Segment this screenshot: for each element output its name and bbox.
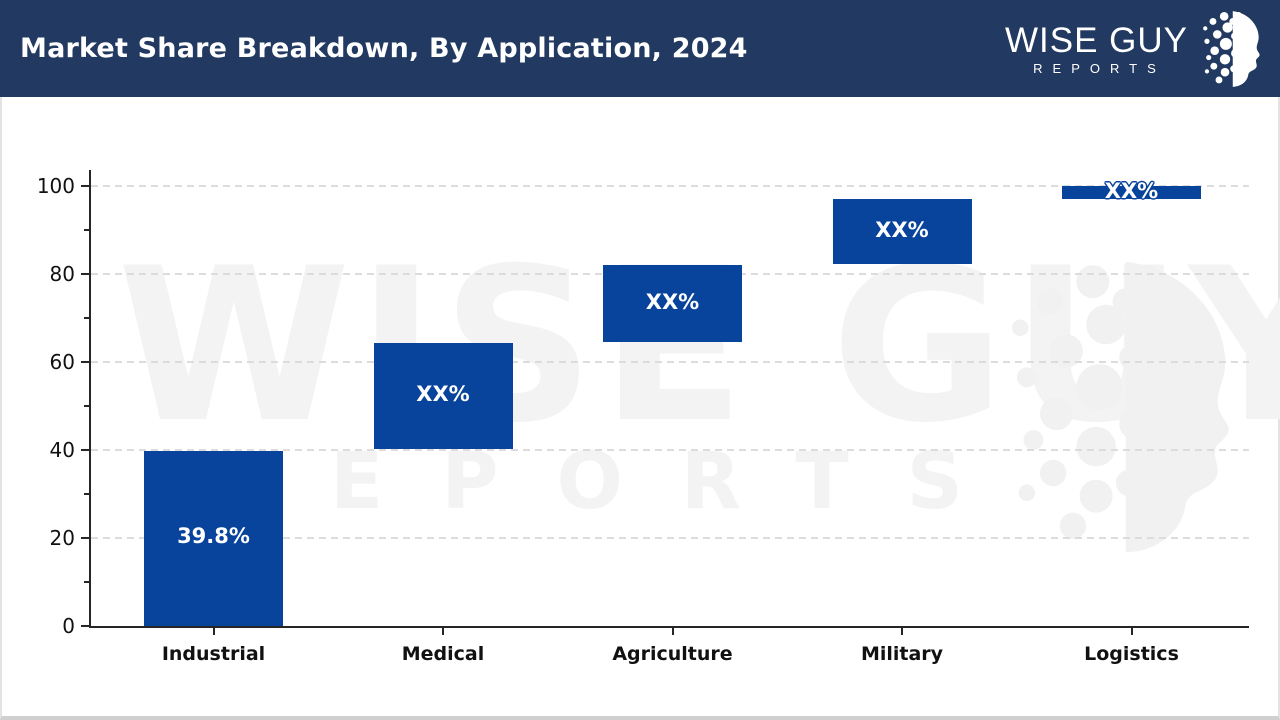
y-axis-minor-tick — [84, 493, 89, 495]
gridline — [91, 449, 1249, 451]
brand-name: WISE GUY — [1004, 20, 1188, 60]
bar-value-label: XX% — [875, 217, 929, 242]
gridline — [91, 185, 1249, 187]
bar-value-label: 39.8% — [177, 524, 250, 549]
y-axis-tick-label: 40 — [49, 438, 75, 462]
y-axis-minor-tick — [84, 405, 89, 407]
x-category-label: Agriculture — [612, 643, 733, 665]
brand-subname: REPORTS — [1033, 60, 1166, 76]
brand-logo-text: WISE GUY REPORTS — [1005, 23, 1188, 75]
y-axis-major-tick — [81, 273, 89, 275]
y-axis-minor-tick — [84, 581, 89, 583]
y-axis-minor-tick — [84, 317, 89, 319]
watermark-text-2: REPORTS — [212, 437, 1021, 527]
x-category-label: Military — [860, 643, 944, 665]
y-axis-tick-label: 20 — [49, 526, 75, 550]
x-category-label: Logistics — [1084, 643, 1179, 665]
y-axis-major-tick — [81, 625, 89, 627]
x-category-label: Medical — [401, 643, 485, 665]
y-axis-minor-tick — [84, 229, 89, 231]
bar-value-label: XX% — [416, 382, 470, 407]
y-axis-major-tick — [81, 185, 89, 187]
y-axis-line — [89, 170, 91, 628]
gridline — [91, 361, 1249, 363]
y-axis-major-tick — [81, 361, 89, 363]
x-axis-tick — [442, 628, 444, 635]
x-axis-line — [89, 626, 1249, 628]
y-axis-tick-label: 60 — [49, 350, 75, 374]
y-axis-tick-label: 0 — [62, 614, 75, 638]
y-axis-tick-label: 100 — [36, 174, 75, 198]
watermark-head-icon — [1011, 261, 1229, 553]
x-axis-tick — [1130, 628, 1133, 635]
y-axis-tick-label: 80 — [49, 262, 75, 286]
x-axis-tick — [901, 628, 903, 635]
x-axis-tick — [212, 628, 215, 635]
x-axis-tick — [671, 628, 674, 635]
brand-logo: WISE GUY REPORTS — [1005, 6, 1262, 92]
bar-military — [832, 199, 972, 264]
watermark-text-1: WISE GUY — [117, 222, 1280, 469]
bar-value-label: XX% — [1104, 178, 1159, 203]
dotted-head-profile-icon — [1203, 10, 1260, 87]
bar-agriculture — [603, 265, 742, 343]
y-axis-major-tick — [81, 537, 89, 539]
x-category-label: Industrial — [161, 643, 266, 665]
bar-industrial — [144, 450, 283, 626]
page-title: Market Share Breakdown, By Application, … — [20, 33, 748, 64]
bar-medical — [373, 343, 513, 450]
bar-value-label: XX% — [645, 289, 700, 314]
y-axis-major-tick — [81, 449, 89, 451]
bar-logistics — [1062, 186, 1201, 200]
gridline — [91, 537, 1249, 539]
header-bar: Market Share Breakdown, By Application, … — [0, 0, 1280, 97]
chart-canvas: WISE GUY REPORTS 0 20 40 60 80 100 39.8% Indust… — [0, 97, 1280, 720]
